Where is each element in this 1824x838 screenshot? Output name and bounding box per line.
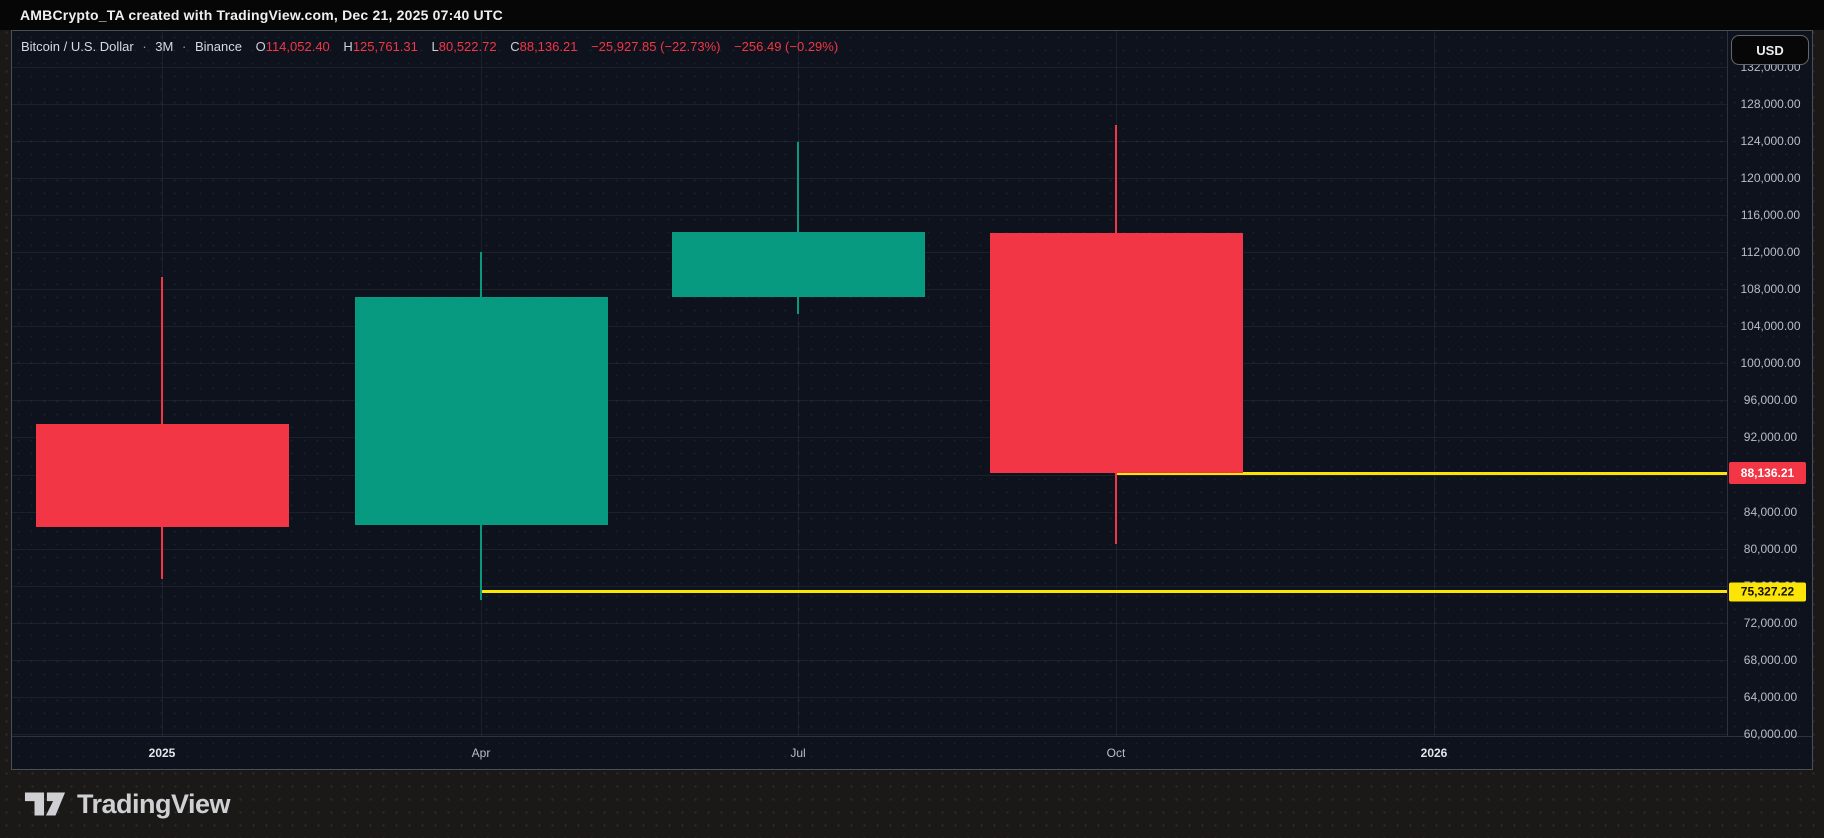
vertical-gridline	[798, 31, 799, 736]
chart-plot-area[interactable]	[12, 31, 1727, 736]
price-tick-label: 120,000.00	[1740, 171, 1801, 186]
price-tick-label: 92,000.00	[1743, 430, 1798, 445]
horizontal-gridline	[12, 622, 1727, 624]
price-tick-label: 96,000.00	[1743, 393, 1798, 408]
horizontal-gridline	[12, 363, 1727, 365]
horizontal-gridline	[12, 474, 1727, 476]
ohlc-close: C88,136.21	[510, 39, 578, 54]
exchange-label: Binance	[194, 39, 242, 54]
legend-separator: ·	[142, 39, 147, 54]
drawn-price-line[interactable]	[481, 590, 1727, 594]
price-tick-label: 100,000.00	[1740, 356, 1801, 371]
horizontal-gridline	[12, 659, 1727, 661]
price-tick-label: 84,000.00	[1743, 504, 1798, 519]
price-tick-label: 112,000.00	[1740, 245, 1801, 260]
price-tick-label: 124,000.00	[1740, 134, 1801, 149]
ohlc-low: L80,522.72	[431, 39, 497, 54]
ohlc-high: H125,761.31	[343, 39, 418, 54]
price-tick-label: 128,000.00	[1740, 97, 1801, 112]
legend-separator: ·	[181, 39, 187, 54]
horizontal-gridline	[12, 215, 1727, 217]
currency-toggle-label: USD	[1756, 42, 1784, 58]
symbol-title: Bitcoin / U.S. Dollar	[21, 39, 134, 54]
candle-body	[35, 424, 289, 527]
horizontal-gridline	[12, 437, 1727, 439]
time-tick-label: Oct	[1106, 746, 1126, 760]
horizontal-gridline	[12, 733, 1727, 735]
currency-toggle-button[interactable]: USD	[1731, 35, 1809, 65]
price-axis[interactable]: 132,000.00 128,000.00 124,000.00 120,000.00…	[1727, 31, 1812, 741]
time-tick-label: Apr	[471, 746, 491, 760]
price-tick-label: 108,000.00	[1740, 282, 1801, 297]
horizontal-gridline	[12, 696, 1727, 698]
tradingview-logo-icon	[24, 792, 66, 816]
time-tick-label: Jul	[790, 746, 806, 760]
symbol-legend: Bitcoin / U.S. Dollar · 3M · Binance O11…	[21, 39, 838, 54]
price-tick-label: 64,000.00	[1743, 689, 1798, 704]
time-axis[interactable]: 2025 Apr Jul Oct 2026	[12, 736, 1812, 769]
price-tick-label: 72,000.00	[1743, 615, 1798, 630]
tradingview-logo[interactable]: TradingView	[24, 784, 231, 824]
price-tick-label: 104,000.00	[1740, 319, 1801, 334]
horizontal-gridline	[12, 548, 1727, 550]
vertical-gridline	[1434, 31, 1435, 736]
candle-body	[354, 297, 608, 526]
horizontal-gridline	[12, 141, 1727, 143]
last-price-axis-label: 88,136.21	[1729, 462, 1806, 485]
price-tick-label: 60,000.00	[1743, 726, 1798, 741]
time-tick-label: 2026	[1420, 746, 1448, 760]
candle-body	[989, 233, 1243, 474]
horizontal-gridline	[12, 326, 1727, 328]
attribution-bar: AMBCrypto_TA created with TradingView.co…	[0, 0, 1824, 30]
chart-widget: Bitcoin / U.S. Dollar · 3M · Binance O11…	[11, 30, 1813, 770]
price-tick-label: 68,000.00	[1743, 652, 1798, 667]
tradingview-wordmark: TradingView	[77, 788, 231, 819]
change-primary: −25,927.85 (−22.73%)	[591, 39, 721, 54]
drawn-line-axis-label: 75,327.22	[1729, 582, 1806, 602]
price-tick-label: 80,000.00	[1743, 541, 1798, 556]
horizontal-gridline	[12, 67, 1727, 69]
horizontal-gridline	[12, 104, 1727, 106]
horizontal-gridline	[12, 178, 1727, 180]
ohlc-open: O114,052.40	[255, 39, 330, 54]
horizontal-gridline	[12, 400, 1727, 402]
candle-wick	[797, 142, 799, 315]
horizontal-gridline	[12, 511, 1727, 513]
horizontal-gridline	[12, 585, 1727, 587]
last-price-line[interactable]	[1116, 471, 1727, 475]
interval-label: 3M	[155, 39, 174, 54]
price-tick-label: 116,000.00	[1740, 208, 1801, 223]
attribution-text: AMBCrypto_TA created with TradingView.co…	[20, 7, 503, 23]
change-secondary: −256.49 (−0.29%)	[734, 39, 839, 54]
candle-body	[671, 232, 925, 298]
time-tick-label: 2025	[148, 746, 176, 760]
